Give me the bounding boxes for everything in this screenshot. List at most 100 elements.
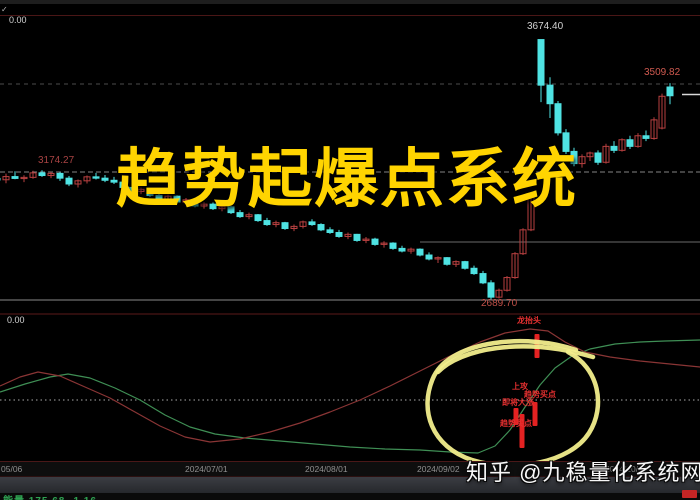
candle-down (65, 177, 73, 185)
candle-up (83, 176, 91, 182)
candle-down (443, 257, 451, 265)
hand-drawn-circle (435, 344, 596, 375)
candle-down (487, 282, 495, 298)
date-tick-label: 2024/07/01 (185, 464, 228, 474)
price-label: 3509.82 (644, 67, 681, 78)
candle-up (650, 119, 658, 139)
candle-up (344, 233, 352, 237)
status-indicator-text: 能量 175.68 -1.16 (3, 492, 97, 500)
bottom-black-row (0, 493, 700, 500)
price-label: 3674.40 (527, 21, 564, 32)
candle-down (263, 220, 271, 226)
date-tick-label: 2024/08/01 (305, 464, 348, 474)
candle-down (155, 194, 163, 200)
buy-signal-bar (532, 402, 538, 426)
candle-down (38, 172, 46, 177)
candle-down (666, 86, 674, 97)
candle-down (353, 233, 361, 241)
hand-drawn-circle (425, 339, 601, 468)
corner-badge (682, 490, 697, 498)
candle-up (20, 176, 28, 180)
candle-down (209, 203, 217, 210)
candle-up (586, 152, 594, 158)
date-axis[interactable]: 05/06 2024/07/01 2024/08/01 2024/09/02 2024/… (0, 461, 700, 477)
buy-signal-bar (513, 408, 519, 425)
price-label: 2689.70 (481, 298, 518, 309)
candle-down (326, 229, 334, 233)
candle-up (200, 203, 208, 207)
candle-down (56, 172, 64, 179)
candle-down (425, 254, 433, 260)
candle-up (47, 172, 55, 177)
candle-up (164, 195, 172, 200)
candle-down (642, 135, 650, 139)
candle-down (470, 267, 478, 275)
candle-down (236, 212, 244, 218)
date-tick-label: 2024/09/02 (417, 464, 460, 474)
candle-up (527, 194, 535, 231)
candle-down (546, 84, 554, 105)
candle-down (537, 39, 545, 86)
candle-down (128, 186, 136, 192)
candle-up (618, 139, 626, 151)
candle-down (254, 214, 262, 222)
signal-annotation: 趋势买点 (500, 419, 532, 428)
candle-down (610, 145, 618, 151)
candle-up (74, 180, 82, 185)
candle-down (227, 206, 235, 214)
candle-up (634, 135, 642, 147)
candle-up (29, 172, 37, 178)
date-tick-label: 2024/10/08 (605, 464, 648, 474)
signal-annotation: 趋势买点 (524, 390, 556, 399)
top-bar-highlight (0, 0, 700, 4)
candle-down (594, 152, 602, 163)
date-tick-label: 05/06 (1, 464, 23, 474)
candle-down (173, 195, 181, 203)
candle-down (398, 247, 406, 252)
lower-panel-indicator-value: 0.00 (7, 315, 25, 325)
candle-down (562, 132, 570, 152)
candle-down (389, 242, 397, 249)
candle-down (101, 177, 109, 181)
candle-up (299, 221, 307, 227)
candle-up (182, 199, 190, 203)
candle-up (434, 257, 442, 260)
checkmark-icon: ✓ (1, 5, 8, 14)
watermark-text: 知乎 @九稳量化系统网 (466, 460, 700, 485)
candle-down (626, 139, 634, 147)
candle-down (479, 273, 487, 284)
candle-up (495, 289, 503, 298)
candle-down (11, 176, 19, 179)
candle-up (658, 95, 666, 129)
buy-signal-bar (519, 414, 525, 448)
signal-annotation: 即将大涨 (502, 398, 534, 407)
candle-up (407, 248, 415, 252)
candle-down (92, 176, 100, 179)
candle-down (281, 222, 289, 230)
signal-annotation: 龙抬头 (517, 316, 541, 325)
candle-down (335, 231, 343, 237)
signal-annotation: 上攻 (512, 382, 528, 391)
candle-down (110, 179, 118, 183)
candle-down (308, 221, 316, 226)
candle-down (191, 199, 199, 207)
main-panel-indicator-value: 0.00 (9, 15, 27, 25)
candle-down (317, 224, 325, 231)
candle-down (146, 188, 154, 196)
candle-down (570, 150, 578, 165)
candle-down (554, 103, 562, 134)
candle-down (371, 238, 379, 245)
candle-up (503, 277, 511, 291)
candle-down (119, 181, 127, 188)
candle-up (272, 222, 280, 226)
price-label: 3174.27 (38, 155, 75, 166)
candle-up (218, 206, 226, 210)
candle-up (2, 176, 10, 181)
overlay-title: 趋势起爆点系统 (116, 143, 578, 215)
candle-up (511, 253, 519, 279)
candle-up (519, 229, 527, 255)
candle-up (290, 225, 298, 230)
candle-up (380, 242, 388, 245)
